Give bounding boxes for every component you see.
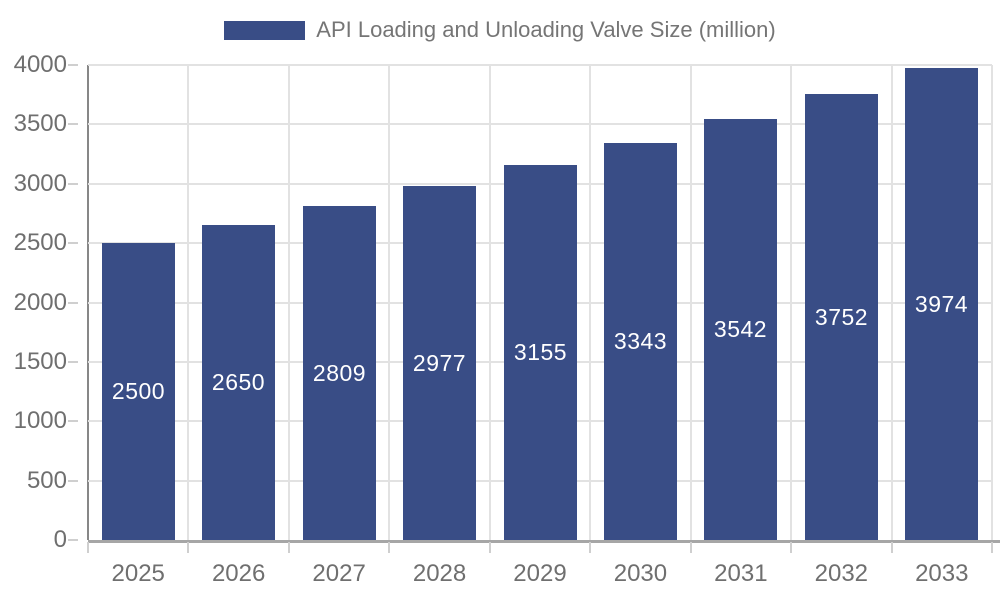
bar[interactable]: 3752 [805, 94, 878, 540]
bar-value-label: 3542 [713, 316, 768, 342]
y-axis-tick [68, 360, 78, 363]
bar-value-label: 3343 [613, 328, 668, 354]
gridline-h [88, 64, 992, 66]
gridline-v [890, 65, 893, 540]
legend-swatch[interactable] [224, 20, 306, 40]
y-axis-tick-label: 2000 [13, 288, 67, 316]
bar[interactable]: 3974 [905, 68, 978, 540]
gridline-v [187, 65, 190, 540]
y-axis-tick [68, 479, 78, 482]
y-axis-tick [68, 242, 78, 245]
plot-area: 2500 2650 2809 2977 3155 3343 3542 3752 3974 [87, 64, 1000, 543]
bar-value-label: 2809 [312, 359, 367, 386]
bar-value-label: 2500 [111, 378, 166, 404]
gridline-v [991, 65, 993, 540]
bar[interactable]: 2809 [303, 206, 376, 540]
y-axis-tick-label: 500 [26, 466, 67, 494]
x-axis-line [88, 540, 1000, 543]
y-axis-tick [68, 301, 78, 304]
x-axis-tick [87, 542, 89, 553]
x-axis-tick-label: 2033 [915, 560, 969, 587]
x-axis-tick [187, 542, 190, 553]
x-axis-tick-label: 2028 [412, 560, 467, 587]
y-axis-tick-label: 4000 [13, 51, 67, 78]
x-axis-tick-label: 2025 [111, 560, 165, 587]
bar[interactable]: 3542 [704, 119, 777, 540]
bar-value-label: 2650 [211, 369, 266, 395]
bar[interactable]: 3155 [504, 165, 577, 540]
x-axis-tick [991, 542, 993, 553]
gridline-v [488, 65, 491, 540]
bar-value-label: 3752 [814, 303, 869, 330]
x-axis-tick [388, 542, 391, 553]
y-axis-tick-label: 3000 [13, 169, 67, 197]
y-axis-tick-label: 0 [53, 526, 67, 553]
gridline-h [88, 123, 992, 126]
x-axis-tick-label: 2032 [814, 560, 869, 587]
x-axis-tick-label: 2026 [211, 560, 266, 587]
bar-value-label: 2977 [412, 349, 467, 376]
gridline-v [790, 65, 793, 540]
bar[interactable]: 2500 [102, 243, 175, 540]
legend-label[interactable]: API Loading and Unloading Valve Size (mi… [316, 17, 776, 42]
x-axis-tick [790, 542, 793, 553]
y-axis-tick-label: 1000 [13, 407, 67, 435]
bar[interactable]: 2650 [202, 225, 275, 540]
y-axis-tick [68, 123, 78, 126]
x-axis-tick [890, 542, 893, 553]
gridline-v [388, 65, 391, 540]
y-axis-tick [68, 182, 78, 185]
bar[interactable]: 3343 [604, 143, 677, 540]
x-axis-tick-label: 2029 [513, 560, 567, 587]
x-axis-tick [689, 542, 692, 553]
x-axis-tick [488, 542, 491, 553]
y-axis-tick-label: 3500 [13, 110, 67, 138]
y-axis-tick [68, 64, 78, 66]
y-axis-tick [68, 539, 78, 541]
bar-value-label: 3974 [914, 290, 969, 317]
y-axis-tick-label: 2500 [13, 229, 67, 257]
x-axis-tick-label: 2031 [714, 560, 768, 587]
gridline-v [689, 65, 692, 540]
x-axis-tick [287, 542, 290, 553]
x-axis-tick-label: 2027 [312, 560, 366, 587]
gridline-v [287, 65, 290, 540]
y-axis-tick [68, 420, 78, 423]
legend: API Loading and Unloading Valve Size (mi… [0, 17, 1000, 43]
bar[interactable]: 2977 [403, 186, 476, 540]
gridline-v [589, 65, 592, 540]
x-axis-tick-label: 2030 [613, 560, 668, 587]
x-axis-tick [589, 542, 592, 553]
y-axis-tick-label: 1500 [13, 347, 67, 375]
bar-value-label: 3155 [513, 339, 568, 365]
